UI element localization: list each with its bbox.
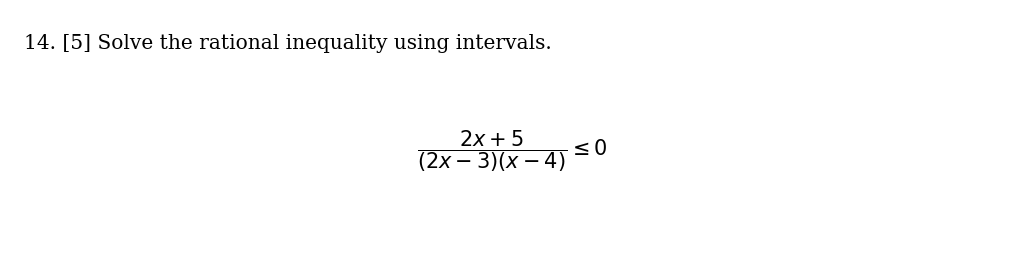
Text: $\dfrac{2x+5}{(2x-3)(x-4)} \leq 0$: $\dfrac{2x+5}{(2x-3)(x-4)} \leq 0$ [417,129,607,174]
Text: 14. [5] Solve the rational inequality using intervals.: 14. [5] Solve the rational inequality us… [25,34,552,53]
